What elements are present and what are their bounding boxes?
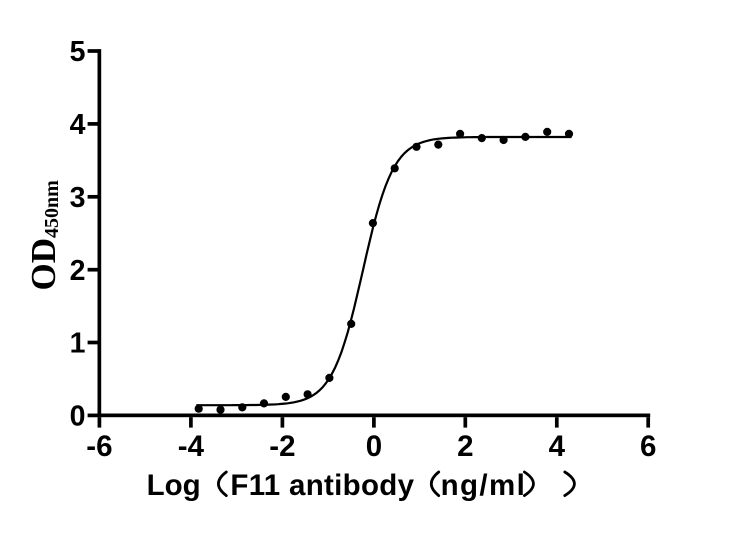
svg-text:1: 1: [70, 328, 86, 360]
svg-text:4: 4: [70, 109, 86, 141]
svg-text:Log: Log: [147, 469, 201, 502]
svg-text:6: 6: [640, 430, 656, 463]
svg-text:2: 2: [70, 255, 86, 287]
svg-text:-2: -2: [269, 430, 295, 463]
svg-text:0: 0: [70, 401, 86, 433]
svg-text:5: 5: [70, 36, 86, 68]
svg-text:2: 2: [457, 430, 473, 463]
svg-text:3: 3: [70, 182, 86, 214]
svg-text:0: 0: [366, 430, 382, 463]
svg-text:-4: -4: [178, 430, 205, 463]
svg-text:F11 antibody: F11 antibody: [230, 469, 414, 502]
svg-text:4: 4: [549, 430, 566, 463]
svg-text:ng/ml: ng/ml: [441, 469, 527, 502]
svg-text:-6: -6: [86, 430, 112, 463]
